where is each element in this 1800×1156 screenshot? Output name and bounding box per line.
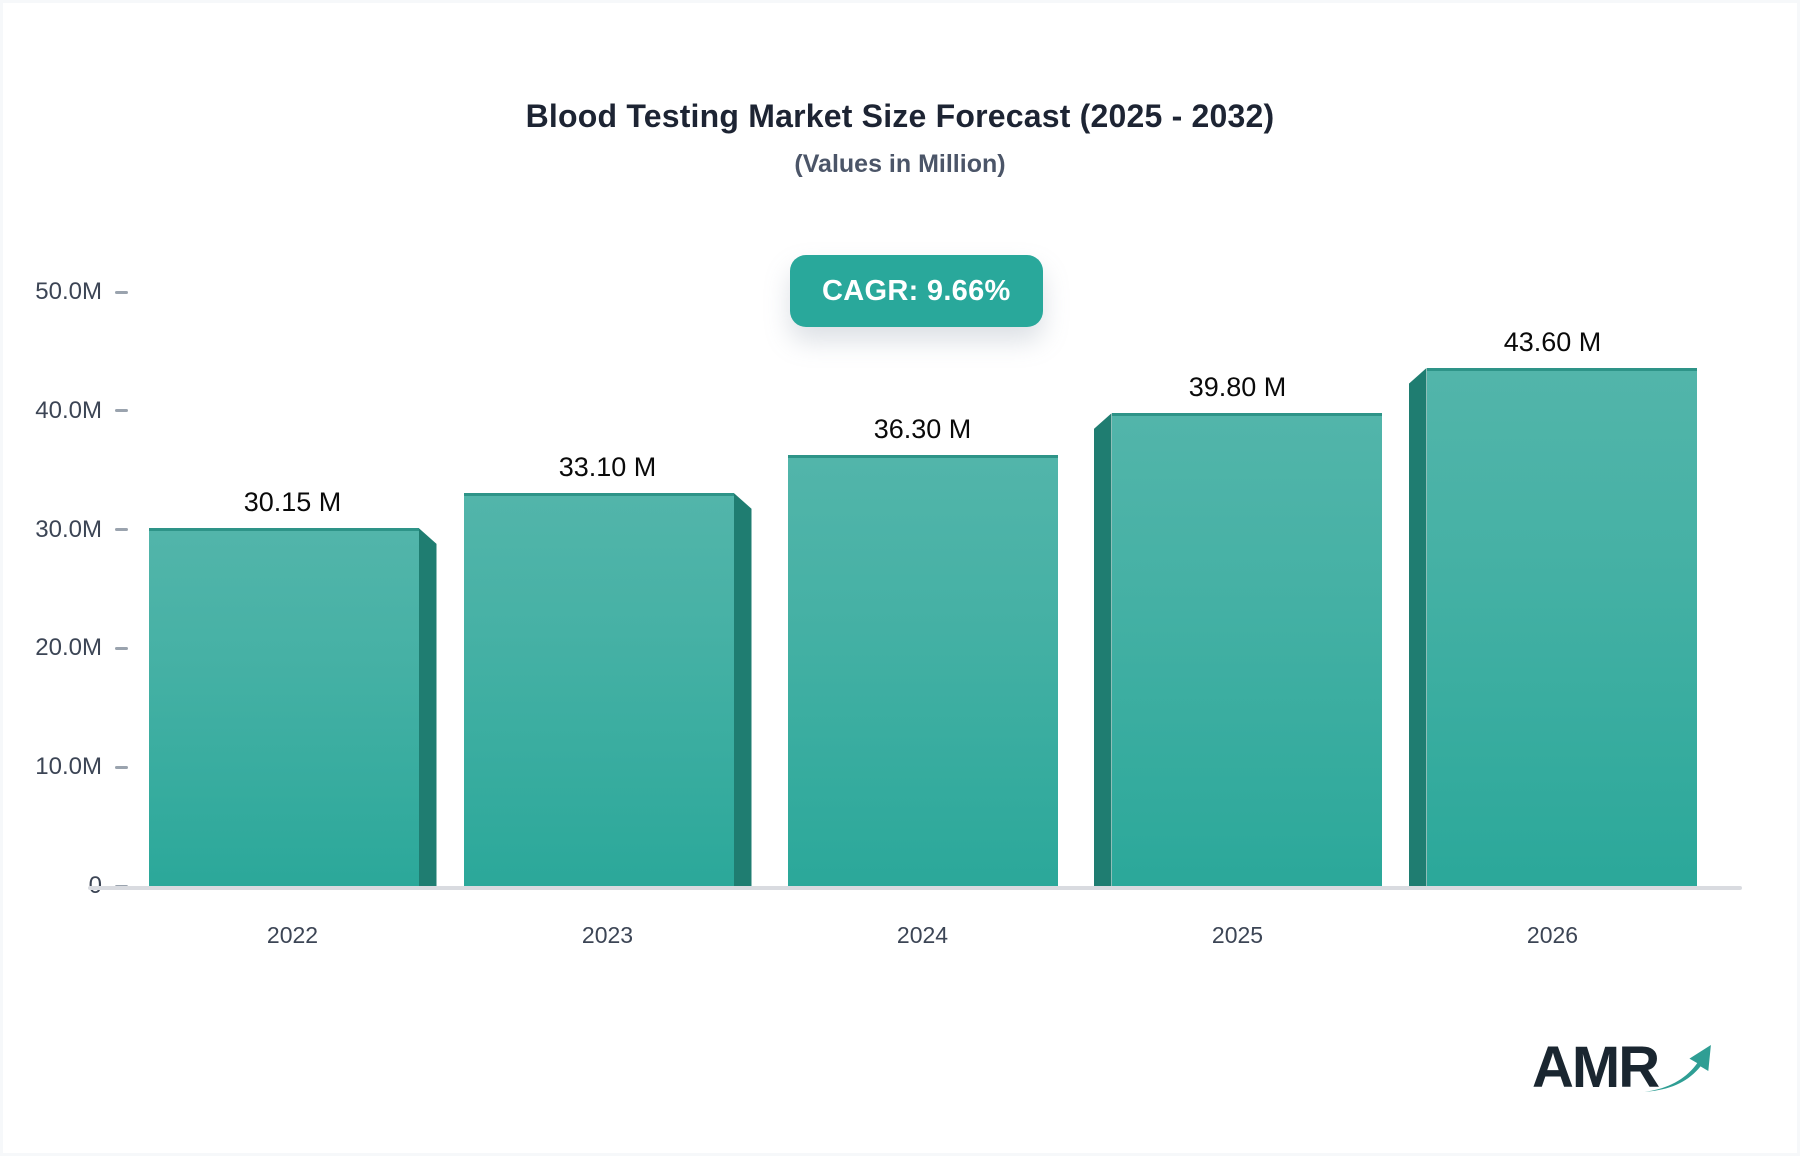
amr-logo-text: AMR bbox=[1532, 1035, 1660, 1100]
x-tick-label: 2026 bbox=[1526, 922, 1579, 948]
bar-shadow-side bbox=[733, 492, 752, 886]
y-tick-mark bbox=[115, 528, 128, 532]
x-tick-label: 2025 bbox=[1211, 922, 1264, 948]
y-tick-mark bbox=[115, 765, 128, 769]
y-tick: 50.0M bbox=[35, 278, 128, 306]
x-tick-label: 2024 bbox=[896, 922, 949, 948]
bar-slot: 43.60 M bbox=[1395, 292, 1710, 886]
bar-value-label: 39.80 M bbox=[1188, 372, 1287, 403]
bar-face bbox=[148, 527, 419, 886]
bar-value-label: 36.30 M bbox=[873, 413, 972, 444]
growth-arrow-icon bbox=[1644, 1044, 1711, 1092]
bar-slot: 30.15 M bbox=[135, 292, 450, 886]
y-tick-label: 20.0M bbox=[35, 634, 102, 662]
y-tick-label: 30.0M bbox=[35, 515, 102, 543]
plot-area: 30.15 M 33.10 M 36.30 M 39.80 M 43.60 M bbox=[135, 292, 1710, 886]
y-tick: 10.0M bbox=[35, 753, 128, 781]
bar-slot: 33.10 M bbox=[450, 292, 765, 886]
bar-slot: 39.80 M bbox=[1080, 292, 1395, 886]
y-tick-label: 40.0M bbox=[35, 396, 102, 424]
y-tick-label: 10.0M bbox=[35, 753, 102, 781]
bar-value-label: 33.10 M bbox=[558, 451, 657, 482]
bar-shadow-side bbox=[418, 527, 437, 886]
y-tick-mark bbox=[115, 290, 128, 294]
bar-2022: 30.15 M bbox=[148, 487, 437, 886]
bar-face bbox=[1111, 413, 1382, 886]
bar-2025: 39.80 M bbox=[1093, 372, 1382, 886]
y-tick: 30.0M bbox=[35, 516, 128, 544]
x-tick-label: 2022 bbox=[266, 922, 319, 948]
x-axis-baseline bbox=[88, 886, 1742, 890]
bar-value-label: 43.60 M bbox=[1503, 327, 1602, 358]
bar-slot: 36.30 M bbox=[765, 292, 1080, 886]
y-tick: 40.0M bbox=[35, 397, 128, 425]
bar-face bbox=[787, 454, 1058, 886]
x-axis: 2022 2023 2024 2025 2026 bbox=[135, 922, 1710, 949]
bar-2024: 36.30 M bbox=[787, 414, 1058, 886]
chart-subtitle: (Values in Million) bbox=[794, 150, 1006, 178]
y-tick-mark bbox=[115, 646, 128, 650]
y-tick-mark bbox=[115, 409, 128, 413]
cagr-badge: CAGR: 9.66% bbox=[790, 255, 1043, 327]
bar-face bbox=[463, 492, 734, 886]
bar-shadow-side bbox=[1408, 368, 1427, 886]
y-tick: 20.0M bbox=[35, 634, 128, 662]
bar-2026: 43.60 M bbox=[1408, 327, 1697, 886]
y-tick-label: 50.0M bbox=[35, 278, 102, 305]
chart-title: Blood Testing Market Size Forecast (2025… bbox=[525, 98, 1275, 134]
bar-value-label: 30.15 M bbox=[243, 486, 342, 517]
bar-shadow-side bbox=[1093, 413, 1112, 886]
amr-logo: AMR bbox=[1532, 1034, 1720, 1101]
bar-2023: 33.10 M bbox=[463, 452, 752, 886]
x-tick-label: 2023 bbox=[581, 922, 634, 948]
y-tick-label: 0 bbox=[89, 872, 102, 900]
bar-face bbox=[1426, 368, 1697, 886]
y-axis: 50.0M 40.0M 30.0M 20.0M 10.0M 0 bbox=[0, 278, 128, 899]
